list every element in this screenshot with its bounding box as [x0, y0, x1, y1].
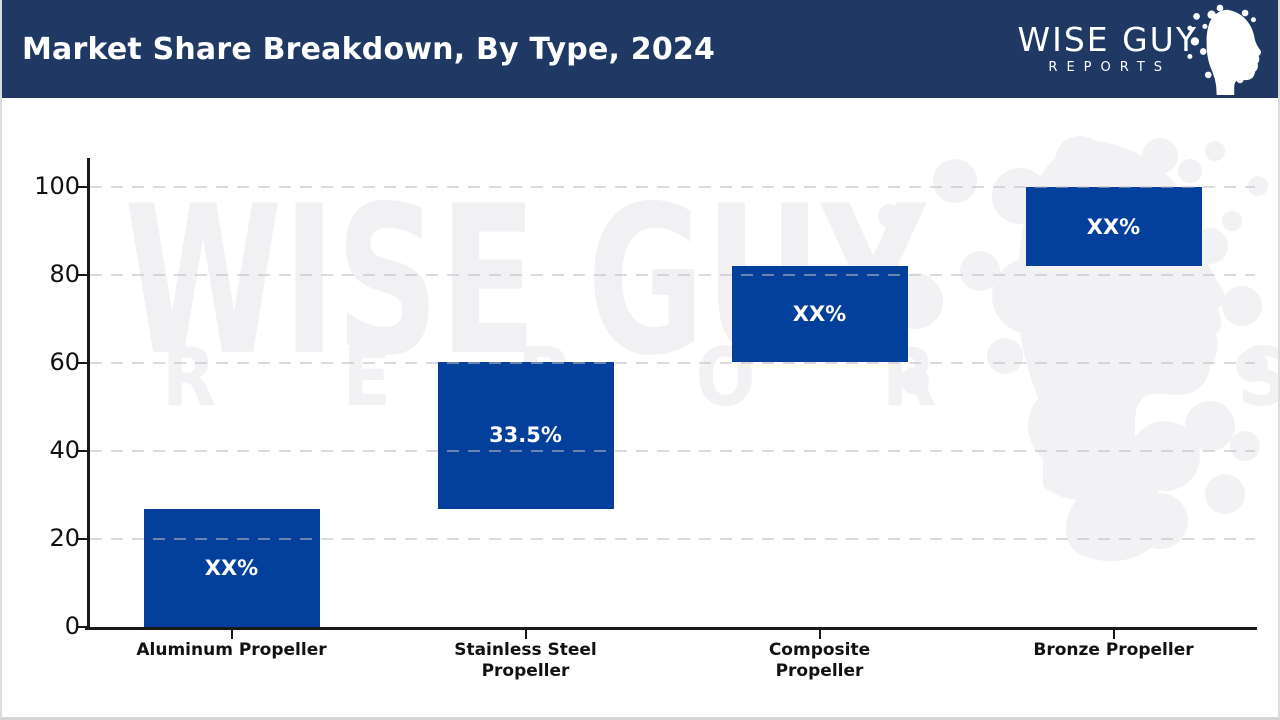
- y-tick-mark: [78, 538, 88, 540]
- x-axis: [85, 627, 1257, 630]
- y-tick-mark: [78, 450, 88, 452]
- gridline-60: [90, 362, 1255, 364]
- y-tick-label: 20: [49, 524, 80, 552]
- gridline-80: [90, 274, 1255, 276]
- x-tick-mark: [818, 630, 821, 639]
- y-axis: [87, 158, 90, 630]
- x-tick-mark: [524, 630, 527, 639]
- x-category-label: Bronze Propeller: [1033, 640, 1194, 660]
- bar-3: XX%: [1025, 187, 1202, 267]
- logo-subtitle: REPORTS: [1048, 60, 1172, 75]
- wiseguy-logo: WISE GUY REPORTS: [1017, 3, 1268, 95]
- y-tick-mark: [78, 274, 88, 276]
- y-tick-mark: [78, 362, 88, 364]
- bar-1: 33.5%: [437, 361, 614, 510]
- gridline-100: [90, 186, 1255, 188]
- wiseguy-logo-text: WISE GUY REPORTS: [1017, 23, 1198, 75]
- y-tick-label: 40: [49, 436, 80, 464]
- y-tick-mark: [78, 626, 88, 628]
- bar-value-label: XX%: [204, 556, 259, 581]
- x-category-label: Stainless Steel Propeller: [454, 640, 597, 681]
- x-category-label: Aluminum Propeller: [136, 640, 327, 660]
- x-category-label: Composite Propeller: [768, 640, 871, 681]
- y-tick-label: 100: [34, 172, 80, 200]
- header-bar: Market Share Breakdown, By Type, 2024 WI…: [2, 0, 1278, 98]
- gridline-20: [90, 538, 1255, 540]
- x-tick-mark: [1112, 630, 1115, 639]
- bar-value-label: XX%: [792, 301, 847, 326]
- bar-value-label: XX%: [1086, 214, 1141, 239]
- bar-2: XX%: [731, 266, 908, 362]
- y-tick-mark: [78, 186, 88, 188]
- wiseguy-head-icon: [1187, 4, 1261, 95]
- y-tick-label: 80: [49, 260, 80, 288]
- gridline-40: [90, 450, 1255, 452]
- page-title: Market Share Breakdown, By Type, 2024: [22, 31, 716, 67]
- logo-wordmark: WISE GUY: [1017, 20, 1198, 59]
- y-tick-label: 60: [49, 348, 80, 376]
- y-tick-label: 0: [64, 612, 80, 640]
- bar-value-label: 33.5%: [489, 423, 562, 448]
- bar-0: XX%: [143, 509, 320, 627]
- x-tick-mark: [230, 630, 233, 639]
